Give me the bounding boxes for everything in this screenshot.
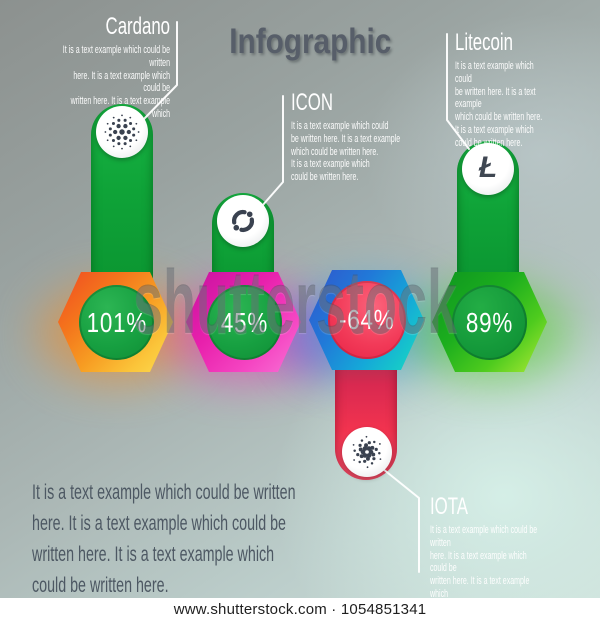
cardano-icon-circle — [96, 106, 148, 158]
watermark-bottom-bar: www.shutterstock.com · 1054851341 — [0, 598, 600, 620]
litecoin-value: 89% — [465, 306, 514, 338]
iota-value: -64% — [339, 304, 395, 335]
cardano-value: 101% — [86, 306, 147, 338]
cardano-description: It is a text example which could be writ… — [62, 44, 170, 120]
iota-title: IOTA — [430, 493, 468, 520]
litecoin-description: It is a text example which could be writ… — [455, 60, 543, 149]
iota-icon-circle — [342, 427, 392, 477]
iota-description: It is a text example which could be writ… — [430, 524, 538, 613]
iota-icon — [352, 435, 382, 469]
value-circle-icon: 45% — [207, 285, 282, 360]
watermark-text: shutterstock — [133, 253, 458, 353]
icon-value: 45% — [220, 306, 269, 338]
footer-paragraph: It is a text example which could be writ… — [32, 481, 296, 597]
icon-coin-icon — [231, 209, 255, 233]
iota-text-block: IOTA It is a text example which could be… — [430, 494, 600, 614]
litecoin-icon-circle: Ł — [462, 143, 514, 195]
watermark-url: www.shutterstock.com · 1054851341 — [173, 600, 427, 618]
cardano-title: Cardano — [105, 13, 170, 40]
icon-icon-circle — [217, 195, 269, 247]
value-circle-litecoin: 89% — [452, 285, 527, 360]
cardano-connector-line — [142, 21, 178, 121]
icon-title: ICON — [291, 89, 333, 116]
page-title: Infographic — [190, 22, 430, 62]
icon-text-block: ICON It is a text example which could be… — [291, 90, 471, 184]
icon-description: It is a text example which could be writ… — [291, 120, 401, 184]
value-circle-cardano: 101% — [79, 285, 154, 360]
litecoin-text-block: Litecoin It is a text example which coul… — [455, 30, 600, 150]
litecoin-icon: Ł — [478, 151, 498, 184]
litecoin-connector-line — [446, 33, 470, 150]
value-circle-iota: -64% — [328, 281, 406, 359]
page-title-text: Infographic — [229, 22, 391, 61]
litecoin-title: Litecoin — [455, 29, 513, 56]
cardano-icon — [104, 114, 140, 150]
iota-connector-line — [382, 468, 420, 573]
cardano-text-block: Cardano It is a text example which could… — [2, 14, 170, 121]
icon-connector-line — [261, 95, 284, 207]
